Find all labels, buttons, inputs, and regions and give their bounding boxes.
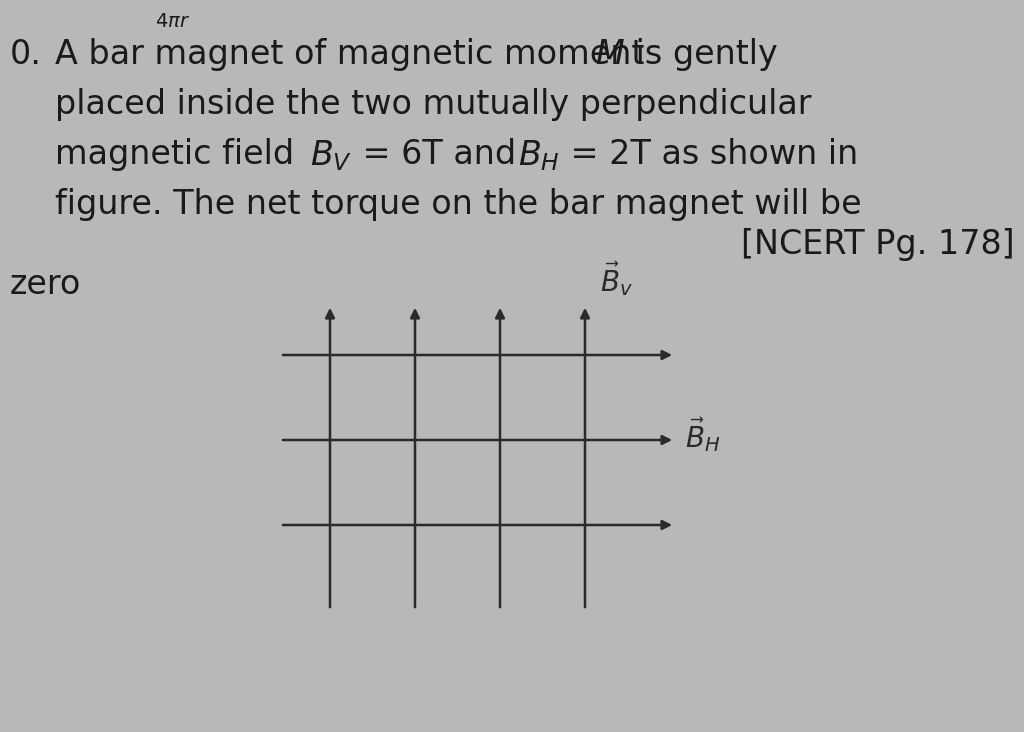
Text: = 6T and: = 6T and <box>352 138 526 171</box>
Text: $4\pi r$: $4\pi r$ <box>155 12 190 31</box>
Text: $M$: $M$ <box>595 38 625 71</box>
Text: figure. The net torque on the bar magnet will be: figure. The net torque on the bar magnet… <box>55 188 861 221</box>
Text: 0.: 0. <box>10 38 42 71</box>
Text: A bar magnet of magnetic moment: A bar magnet of magnetic moment <box>55 38 655 71</box>
Text: = 2T as shown in: = 2T as shown in <box>560 138 858 171</box>
Text: [NCERT Pg. 178]: [NCERT Pg. 178] <box>741 228 1015 261</box>
Text: $B_V$: $B_V$ <box>310 138 352 173</box>
Text: is gently: is gently <box>625 38 778 71</box>
Text: $B_H$: $B_H$ <box>518 138 560 173</box>
Text: placed inside the two mutually perpendicular: placed inside the two mutually perpendic… <box>55 88 811 121</box>
Text: zero: zero <box>10 268 81 301</box>
Text: magnetic field: magnetic field <box>55 138 305 171</box>
Text: $\vec{B}_v$: $\vec{B}_v$ <box>600 259 633 298</box>
Text: $\vec{B}_H$: $\vec{B}_H$ <box>685 416 721 455</box>
